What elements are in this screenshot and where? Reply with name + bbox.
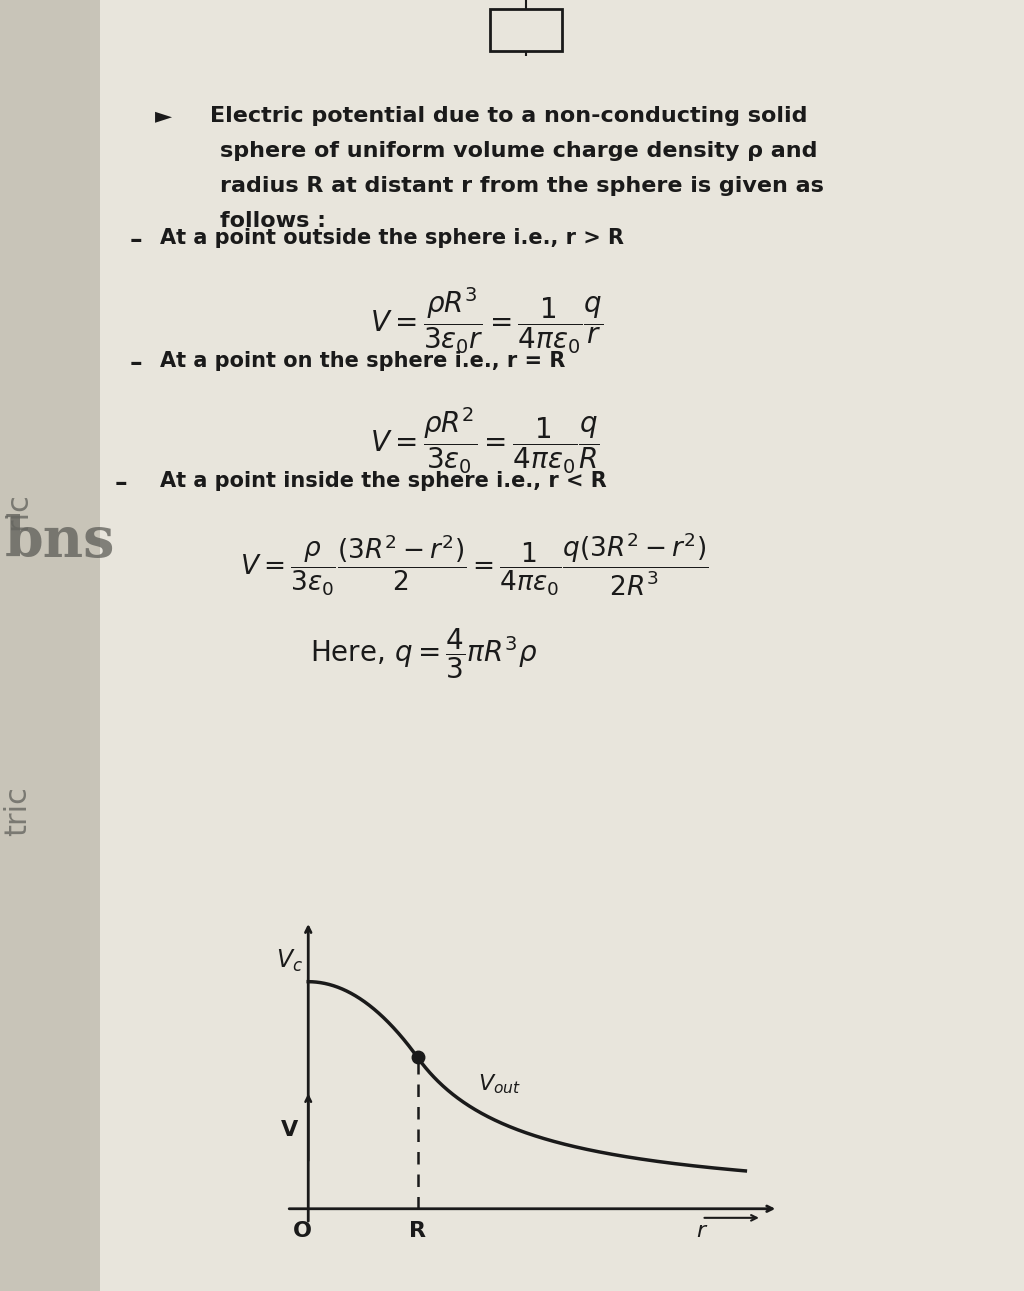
Text: At a point outside the sphere i.e., r > R: At a point outside the sphere i.e., r > … [160, 229, 624, 248]
Text: bns: bns [5, 514, 115, 568]
Text: O: O [293, 1221, 312, 1241]
Bar [0, 0, 100, 1291]
Text: At a point inside the sphere i.e., r < R: At a point inside the sphere i.e., r < R [160, 471, 607, 491]
Text: radius R at distant r from the sphere is given as: radius R at distant r from the sphere is… [220, 176, 824, 196]
Text: $V_c$: $V_c$ [275, 948, 303, 975]
Text: r: r [696, 1221, 706, 1241]
Text: $V = \dfrac{\rho R^3}{3\varepsilon_0 r} = \dfrac{1}{4\pi\varepsilon_0}\dfrac{q}{: $V = \dfrac{\rho R^3}{3\varepsilon_0 r} … [370, 287, 603, 356]
Text: tric: tric [3, 786, 33, 837]
Text: sphere of uniform volume charge density ρ and: sphere of uniform volume charge density … [220, 141, 817, 161]
Text: R: R [409, 1221, 426, 1241]
Text: ric: ric [3, 492, 33, 529]
Text: $V_{out}$: $V_{out}$ [477, 1073, 521, 1096]
Text: At a point on the sphere i.e., r = R: At a point on the sphere i.e., r = R [160, 351, 565, 371]
Text: $V = \dfrac{\rho}{3\varepsilon_0}\dfrac{(3R^2 - r^2)}{2} = \dfrac{1}{4\pi\vareps: $V = \dfrac{\rho}{3\varepsilon_0}\dfrac{… [240, 531, 709, 598]
Text: –: – [130, 229, 142, 252]
Bar [490, 9, 562, 52]
Text: –: – [115, 471, 128, 494]
Text: follows :: follows : [220, 210, 326, 231]
Text: Here, $q = \dfrac{4}{3}\pi R^3\rho$: Here, $q = \dfrac{4}{3}\pi R^3\rho$ [310, 626, 538, 680]
Text: V: V [281, 1121, 298, 1140]
Text: ►: ► [155, 106, 172, 127]
Text: $V = \dfrac{\rho R^2}{3\varepsilon_0} = \dfrac{1}{4\pi\varepsilon_0}\dfrac{q}{R}: $V = \dfrac{\rho R^2}{3\varepsilon_0} = … [370, 405, 600, 476]
Text: –: – [130, 351, 142, 374]
Text: Electric potential due to a non-conducting solid: Electric potential due to a non-conducti… [210, 106, 808, 127]
